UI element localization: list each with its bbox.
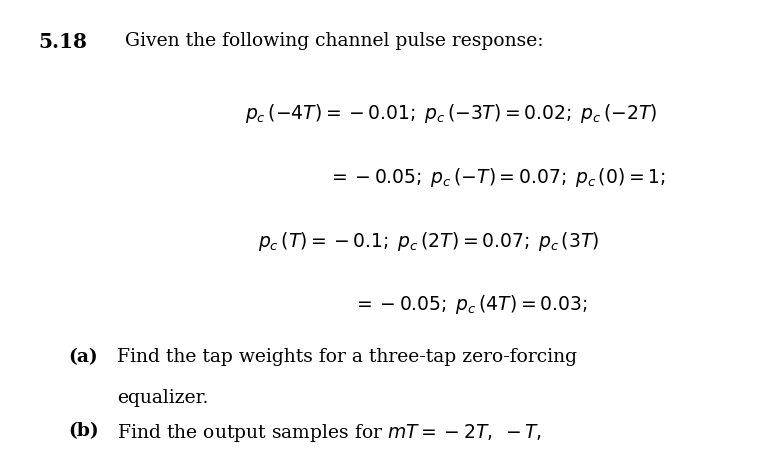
Text: Find the tap weights for a three-tap zero-forcing: Find the tap weights for a three-tap zer… <box>117 348 578 366</box>
Text: Find the output samples for $mT = -2T,\; -T,$: Find the output samples for $mT = -2T,\;… <box>117 422 543 444</box>
Text: (a): (a) <box>68 348 98 366</box>
Text: Given the following channel pulse response:: Given the following channel pulse respon… <box>125 32 543 50</box>
Text: $p_c\,(T) = -0.1;\; p_c\,(2T) = 0.07;\; p_c\,(3T)$: $p_c\,(T) = -0.1;\; p_c\,(2T) = 0.07;\; … <box>258 230 599 253</box>
Text: $= -0.05;\; p_c\,(4T) = 0.03;$: $= -0.05;\; p_c\,(4T) = 0.03;$ <box>352 293 587 317</box>
Text: equalizer.: equalizer. <box>117 389 209 407</box>
Text: $p_c\,(-4T) = -0.01;\; p_c\,(-3T) = 0.02;\; p_c\,(-2T)$: $p_c\,(-4T) = -0.01;\; p_c\,(-3T) = 0.02… <box>245 102 657 126</box>
Text: 5.18: 5.18 <box>38 32 87 52</box>
Text: $= -0.05;\; p_c\,(-T) = 0.07;\; p_c\,(0) = 1;$: $= -0.05;\; p_c\,(-T) = 0.07;\; p_c\,(0)… <box>327 166 666 189</box>
Text: (b): (b) <box>68 422 99 440</box>
